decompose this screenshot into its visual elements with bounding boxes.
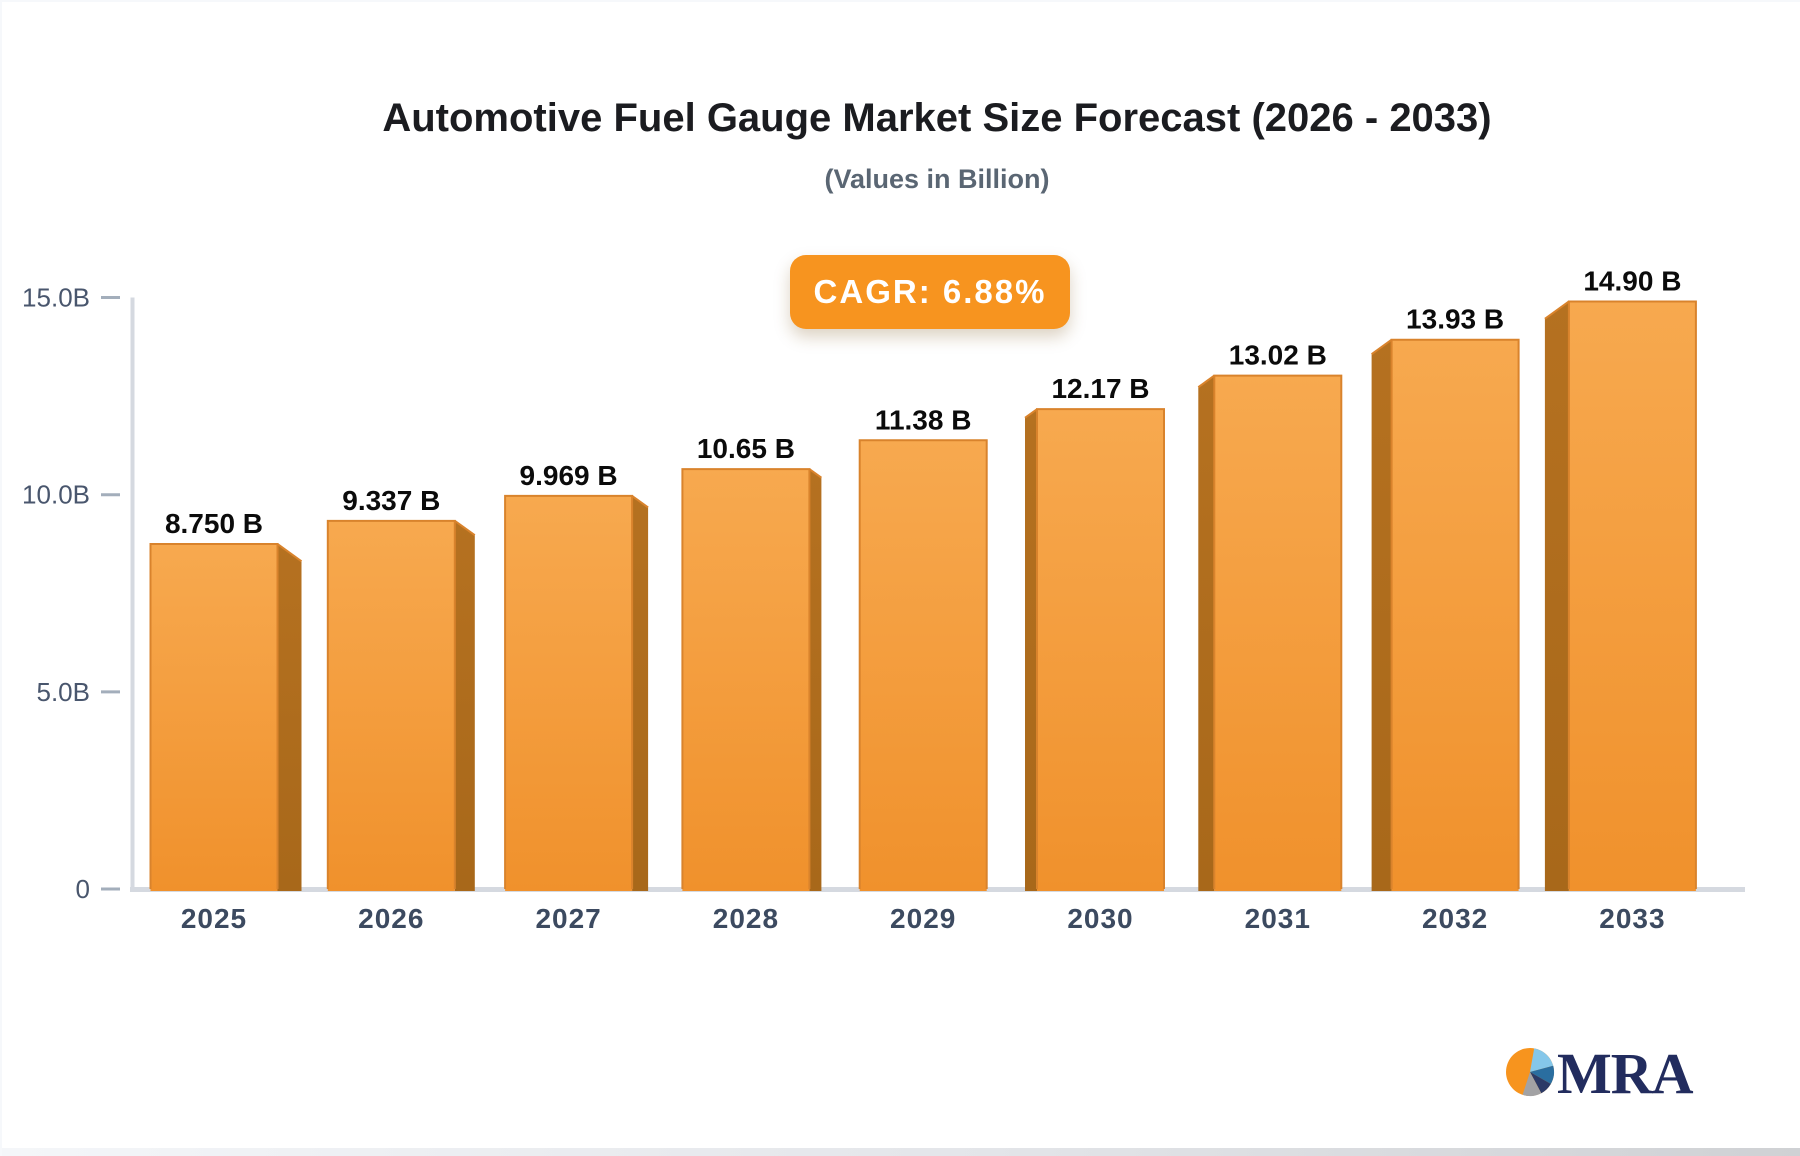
chart-title: Automotive Fuel Gauge Market Size Foreca…	[382, 96, 1492, 140]
bar-2026	[326, 519, 476, 891]
bar-labels: 8.750 B 2025 9.337 B 2026 9.969 B 2027 10.65 B…	[165, 265, 1681, 934]
bar-side-face	[632, 495, 649, 891]
bar-side-face	[1198, 375, 1215, 891]
bar-value-label: 12.17 B	[1051, 373, 1149, 404]
y-tick-label: 15.0B	[22, 283, 90, 313]
bar-2030	[1024, 408, 1165, 891]
mra-logo-pie-icon	[1506, 1048, 1555, 1096]
bar-face	[682, 469, 810, 891]
x-axis-label: 2029	[890, 903, 956, 934]
bars	[149, 300, 1697, 891]
mra-logo-text: MRA	[1557, 1041, 1694, 1106]
bar-side-face	[454, 520, 475, 891]
bar-face	[150, 543, 278, 891]
cagr-badge: CAGR: 6.88%	[790, 255, 1070, 329]
bar-value-label: 14.90 B	[1583, 265, 1681, 296]
bar-2031	[1197, 374, 1343, 891]
bar-2029	[858, 439, 988, 891]
bar-side-face	[1371, 339, 1392, 891]
bar-2027	[504, 494, 649, 891]
bar-side-face	[277, 543, 302, 891]
bar-value-label: 8.750 B	[165, 508, 263, 539]
bar-2025	[149, 542, 303, 891]
bar-face	[1391, 339, 1519, 891]
bar-2033	[1544, 300, 1697, 891]
bar-face	[1568, 301, 1696, 891]
bottom-edge	[2, 1148, 1800, 1156]
bar-face	[1037, 409, 1164, 891]
chart-subtitle: (Values in Billion)	[824, 164, 1050, 194]
bar-face	[1214, 375, 1342, 891]
x-axis-label: 2027	[535, 903, 601, 934]
x-axis-label: 2028	[713, 903, 779, 934]
bar-side-face	[1544, 301, 1569, 891]
bar-face	[505, 495, 633, 891]
y-tick-label: 0	[76, 874, 90, 904]
bar-value-label: 13.02 B	[1229, 340, 1327, 371]
bar-value-label: 9.337 B	[342, 485, 440, 516]
bar-value-label: 11.38 B	[875, 404, 972, 435]
mra-logo: MRA	[1506, 1041, 1695, 1106]
bar-value-label: 13.93 B	[1406, 304, 1504, 335]
x-axis-label: 2030	[1067, 903, 1133, 934]
y-tick-label: 10.0B	[22, 480, 90, 510]
x-axis-label: 2025	[181, 903, 247, 934]
bar-value-label: 9.969 B	[520, 460, 618, 491]
bar-value-label: 10.65 B	[697, 433, 795, 464]
bar-2032	[1371, 338, 1520, 891]
bar-face	[859, 440, 987, 891]
x-axis-label: 2032	[1422, 903, 1488, 934]
y-tick-label: 5.0B	[37, 677, 91, 707]
bar-2028	[681, 468, 822, 891]
bar-side-face	[1025, 409, 1037, 891]
bar-side-face	[809, 469, 822, 891]
bar-face	[327, 520, 455, 891]
x-axis-label: 2031	[1245, 903, 1311, 934]
x-axis-label: 2026	[358, 903, 424, 934]
x-axis-label: 2033	[1599, 903, 1665, 934]
